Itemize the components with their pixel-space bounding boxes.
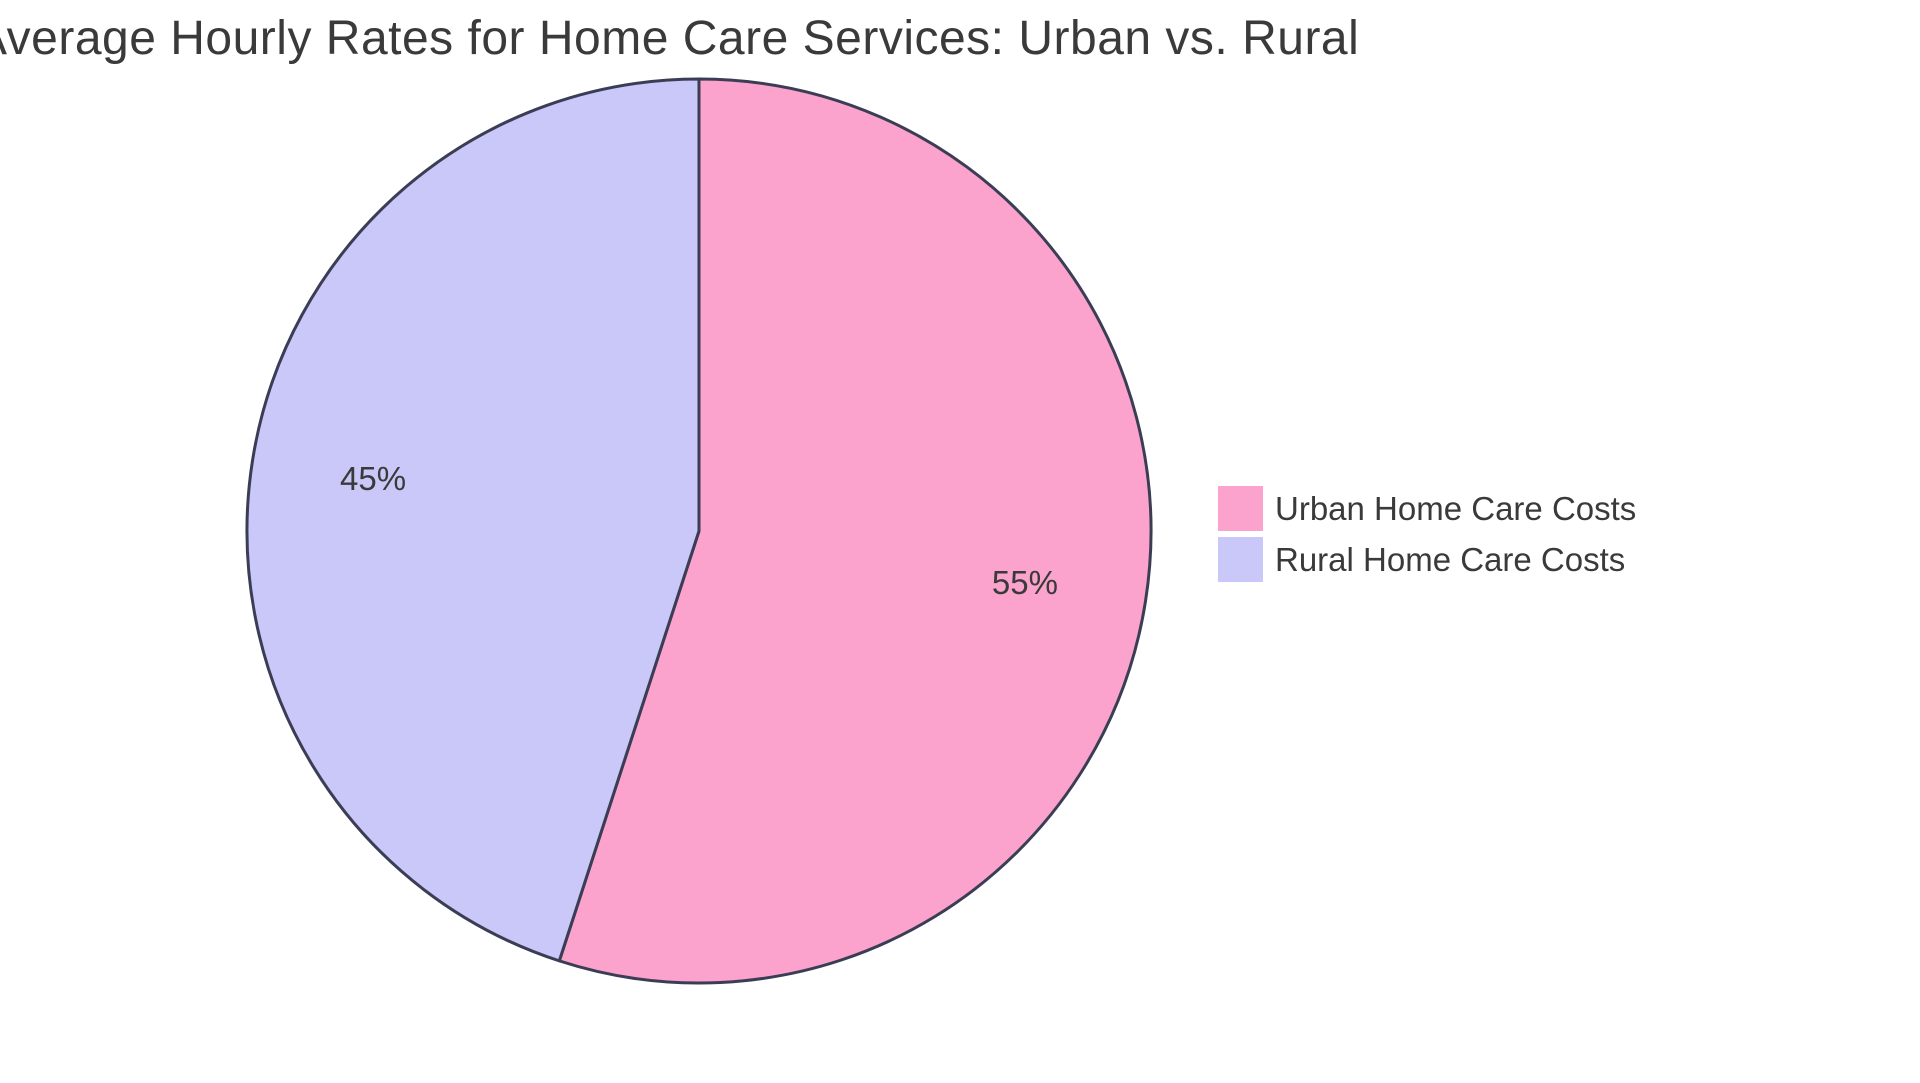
chart-title: Average Hourly Rates for Home Care Servi… [0, 12, 1360, 65]
legend-item-urban[interactable]: Urban Home Care Costs [1218, 486, 1636, 531]
legend-item-rural[interactable]: Rural Home Care Costs [1218, 537, 1636, 582]
pie-slice-rural[interactable] [245, 77, 701, 963]
legend-label-rural: Rural Home Care Costs [1275, 540, 1626, 578]
legend-label-urban: Urban Home Care Costs [1275, 489, 1637, 527]
legend-swatch-rural-icon [1218, 537, 1263, 582]
slice-value-label-urban: 55% [991, 563, 1058, 601]
pie-slice-urban[interactable] [557, 77, 1153, 985]
legend: Urban Home Care Costs Rural Home Care Co… [1218, 486, 1636, 582]
legend-swatch-urban-icon [1218, 486, 1263, 531]
slice-value-label-rural: 45% [340, 460, 407, 498]
